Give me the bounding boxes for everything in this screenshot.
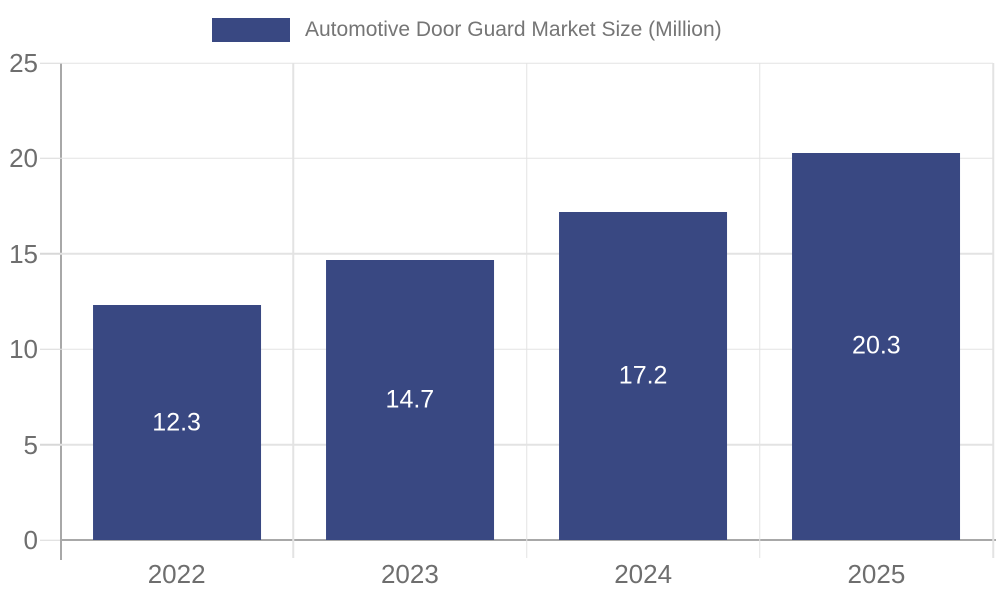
bar: 17.2 — [559, 211, 728, 540]
gridline-x — [759, 63, 761, 558]
y-tick-label: 0 — [23, 525, 38, 555]
plot-area: 0 5 10 15 20 25 12.3 14.7 17.2 20.3 — [9, 50, 994, 558]
y-tick-label: 15 — [9, 238, 38, 269]
bar: 12.3 — [92, 305, 261, 540]
legend-label: Automotive Door Guard Market Size (Milli… — [305, 18, 722, 41]
y-tick-mark — [40, 62, 60, 64]
y-tick-mark — [40, 539, 60, 541]
x-tick-label: 2025 — [847, 559, 906, 589]
x-tick-label: 2022 — [147, 559, 206, 589]
bar-value-label: 12.3 — [152, 408, 201, 437]
bar-value-label: 14.7 — [385, 385, 435, 414]
y-axis-line — [60, 63, 62, 560]
bar-value-label: 17.2 — [618, 361, 668, 390]
y-tick-mark — [40, 253, 60, 255]
y-tick-mark — [40, 157, 60, 160]
x-tick-label: 2024 — [614, 559, 673, 589]
y-tick-label: 5 — [23, 429, 38, 460]
gridline-x — [525, 63, 528, 558]
bar: 20.3 — [792, 152, 961, 540]
bar: 14.7 — [325, 259, 494, 540]
y-tick-label: 10 — [9, 334, 38, 365]
legend: Automotive Door Guard Market Size (Milli… — [212, 18, 722, 42]
y-tick-mark — [40, 348, 60, 350]
y-tick-label: 20 — [9, 143, 38, 174]
legend-swatch — [212, 18, 290, 42]
gridline-x — [992, 63, 994, 558]
gridline-x — [292, 63, 294, 558]
x-tick-label: 2023 — [380, 559, 439, 589]
bar-value-label: 20.3 — [852, 331, 901, 360]
x-axis-labels: 2022 2023 2024 2025 — [60, 540, 993, 600]
y-tick-mark — [40, 443, 60, 446]
x-axis-line — [60, 539, 996, 541]
y-tick-label: 25 — [9, 48, 38, 78]
